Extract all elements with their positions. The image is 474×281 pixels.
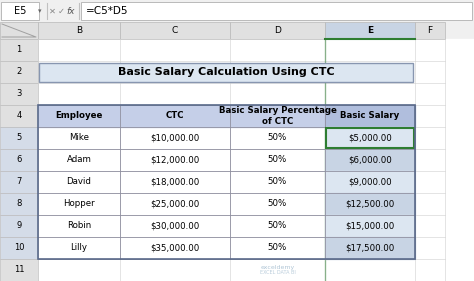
Text: ✓: ✓ (57, 6, 64, 15)
Text: F: F (428, 26, 433, 35)
Text: E5: E5 (14, 6, 26, 16)
Bar (0, 215, 38, 237)
Text: C: C (172, 26, 178, 35)
Text: $35,000.00: $35,000.00 (150, 244, 200, 253)
Bar (0, 237, 38, 259)
Text: Basic Salary Percentage
of CTC: Basic Salary Percentage of CTC (219, 106, 337, 126)
Bar (0, 83, 38, 105)
Text: 5: 5 (17, 133, 22, 142)
Text: B: B (76, 26, 82, 35)
Text: ✕: ✕ (48, 6, 55, 15)
Text: D: D (274, 26, 281, 35)
Text: 50%: 50% (268, 200, 287, 209)
Text: Mike: Mike (69, 133, 89, 142)
Text: CTC: CTC (166, 112, 184, 121)
Text: 10: 10 (14, 244, 24, 253)
Text: 11: 11 (14, 266, 24, 275)
Text: $6,000.00: $6,000.00 (348, 155, 392, 164)
Text: David: David (66, 178, 91, 187)
Text: 8: 8 (16, 200, 22, 209)
Text: 50%: 50% (268, 221, 287, 230)
Text: 2: 2 (17, 67, 22, 76)
Bar (38, 22, 120, 39)
Text: 50%: 50% (268, 133, 287, 142)
Bar (120, 22, 230, 39)
Text: Employee: Employee (55, 112, 103, 121)
Text: Basic Salary Calculation Using CTC: Basic Salary Calculation Using CTC (118, 67, 335, 77)
Text: 50%: 50% (268, 155, 287, 164)
Text: 9: 9 (17, 221, 22, 230)
Bar (0, 22, 38, 39)
Text: 7: 7 (16, 178, 22, 187)
Bar (38, 105, 415, 259)
Text: E: E (367, 26, 373, 35)
Bar (38, 39, 474, 281)
Bar (0, 193, 38, 215)
Bar (0, 105, 38, 127)
Bar (0, 127, 38, 149)
Bar (415, 22, 445, 39)
Text: EXCEL DATA BI: EXCEL DATA BI (260, 271, 295, 275)
Bar (325, 22, 415, 39)
Bar (325, 193, 415, 215)
Bar (0, 39, 38, 61)
Bar (325, 105, 415, 127)
Text: exceldemy: exceldemy (260, 264, 295, 269)
Bar (325, 127, 415, 149)
Text: $30,000.00: $30,000.00 (150, 221, 200, 230)
Text: $12,000.00: $12,000.00 (150, 155, 200, 164)
Bar (1, 2, 39, 20)
Text: 50%: 50% (268, 244, 287, 253)
Text: Lilly: Lilly (71, 244, 88, 253)
Text: Adam: Adam (66, 155, 91, 164)
Bar (0, 61, 38, 83)
Text: Hopper: Hopper (63, 200, 95, 209)
Bar (81, 2, 472, 20)
Text: 4: 4 (17, 112, 22, 121)
Text: =C5*D5: =C5*D5 (86, 6, 128, 16)
Bar (39, 62, 413, 81)
Bar (325, 237, 415, 259)
Text: fx: fx (67, 6, 75, 15)
Bar (0, 259, 38, 281)
Text: $12,500.00: $12,500.00 (346, 200, 395, 209)
Bar (38, 105, 325, 127)
Bar (0, 171, 38, 193)
Text: $18,000.00: $18,000.00 (150, 178, 200, 187)
Text: 3: 3 (16, 90, 22, 99)
Text: $5,000.00: $5,000.00 (348, 133, 392, 142)
Bar (325, 171, 415, 193)
Text: 50%: 50% (268, 178, 287, 187)
Text: $9,000.00: $9,000.00 (348, 178, 392, 187)
Text: $17,500.00: $17,500.00 (346, 244, 395, 253)
Bar (325, 215, 415, 237)
Text: Basic Salary: Basic Salary (340, 112, 400, 121)
Bar (0, 0, 474, 22)
Text: ▾: ▾ (38, 8, 42, 14)
Bar (325, 149, 415, 171)
Bar (326, 128, 414, 148)
Bar (0, 149, 38, 171)
Bar (230, 22, 325, 39)
Text: 1: 1 (17, 46, 22, 55)
Text: $10,000.00: $10,000.00 (150, 133, 200, 142)
Text: 6: 6 (16, 155, 22, 164)
Text: $25,000.00: $25,000.00 (150, 200, 200, 209)
Text: $15,000.00: $15,000.00 (346, 221, 395, 230)
Text: Robin: Robin (67, 221, 91, 230)
